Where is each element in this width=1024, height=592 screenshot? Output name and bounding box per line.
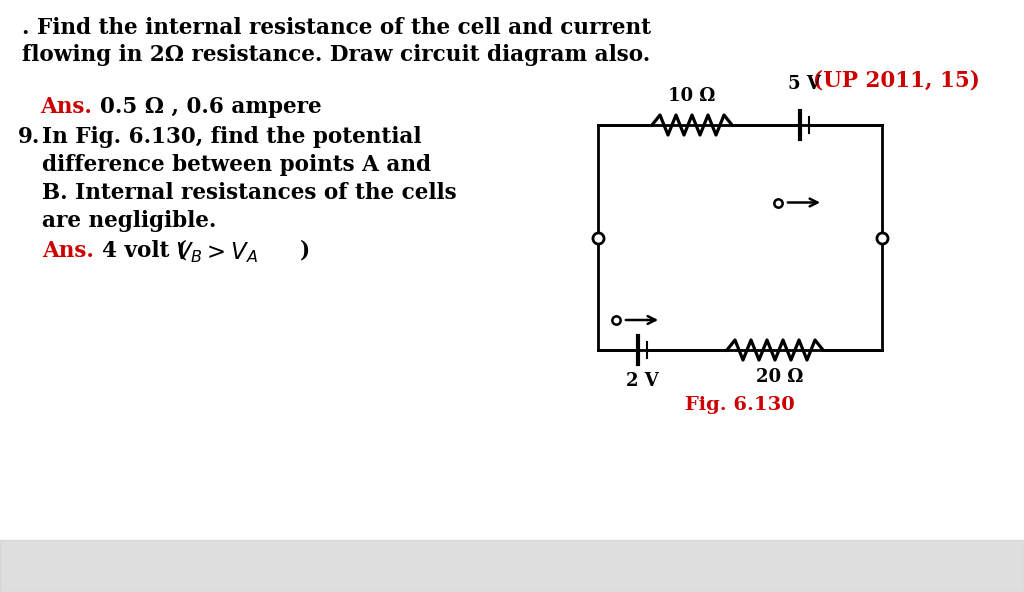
Text: Fig. 6.130: Fig. 6.130 (685, 396, 795, 414)
Text: 0.5 Ω , 0.6 ampere: 0.5 Ω , 0.6 ampere (100, 96, 322, 118)
Text: 2 V: 2 V (626, 372, 658, 390)
Text: 4 volt (: 4 volt ( (102, 240, 187, 262)
Text: flowing in 2Ω resistance. Draw circuit diagram also.: flowing in 2Ω resistance. Draw circuit d… (22, 44, 650, 66)
Text: difference between points A and: difference between points A and (42, 154, 431, 176)
Text: In Fig. 6.130, find the potential: In Fig. 6.130, find the potential (42, 126, 422, 148)
Text: Ans.: Ans. (42, 240, 94, 262)
Text: 10 Ω: 10 Ω (669, 87, 716, 105)
Bar (0, 540, 1024, 592)
Text: ): ) (300, 240, 310, 262)
Text: 9.: 9. (18, 126, 40, 148)
Text: $V_B > V_A$: $V_B > V_A$ (175, 240, 258, 265)
Text: 5 V: 5 V (787, 75, 820, 93)
Text: 20 Ω: 20 Ω (757, 368, 804, 386)
Text: (UP 2011, 15): (UP 2011, 15) (813, 69, 980, 91)
Text: . Find the internal resistance of the cell and current: . Find the internal resistance of the ce… (22, 17, 651, 39)
Text: are negligible.: are negligible. (42, 210, 216, 232)
Text: Ans.: Ans. (40, 96, 92, 118)
Text: B. Internal resistances of the cells: B. Internal resistances of the cells (42, 182, 457, 204)
